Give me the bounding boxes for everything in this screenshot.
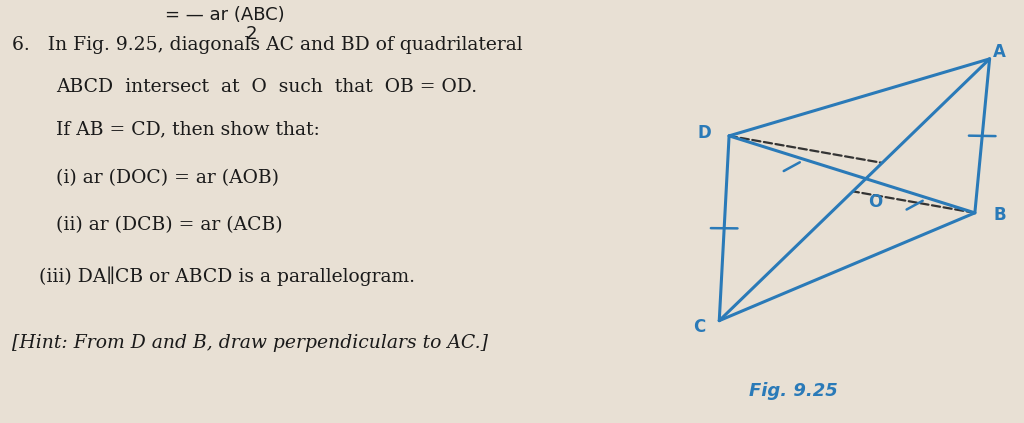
Text: (ii) ar (DCB) = ar (ACB): (ii) ar (DCB) = ar (ACB) (56, 216, 283, 234)
Text: If AB = CD, then show that:: If AB = CD, then show that: (56, 121, 321, 139)
Text: [Hint: From D and B, draw perpendiculars to AC.]: [Hint: From D and B, draw perpendiculars… (12, 334, 488, 352)
Text: 2: 2 (245, 25, 257, 44)
Text: D: D (697, 124, 712, 142)
Text: O: O (867, 193, 882, 211)
Text: C: C (692, 319, 705, 336)
Text: B: B (993, 206, 1006, 224)
Text: (iii) DA∥CB or ABCD is a parallelogram.: (iii) DA∥CB or ABCD is a parallelogram. (39, 266, 415, 286)
Text: A: A (993, 43, 1007, 61)
Text: Fig. 9.25: Fig. 9.25 (750, 382, 838, 400)
Text: 6.   In Fig. 9.25, diagonals AC and BD of quadrilateral: 6. In Fig. 9.25, diagonals AC and BD of … (12, 36, 523, 54)
Text: = — ar (ABC): = — ar (ABC) (166, 6, 285, 25)
Text: (i) ar (DOC) = ar (AOB): (i) ar (DOC) = ar (AOB) (56, 169, 280, 187)
Text: ABCD  intersect  at  O  such  that  OB = OD.: ABCD intersect at O such that OB = OD. (56, 78, 477, 96)
